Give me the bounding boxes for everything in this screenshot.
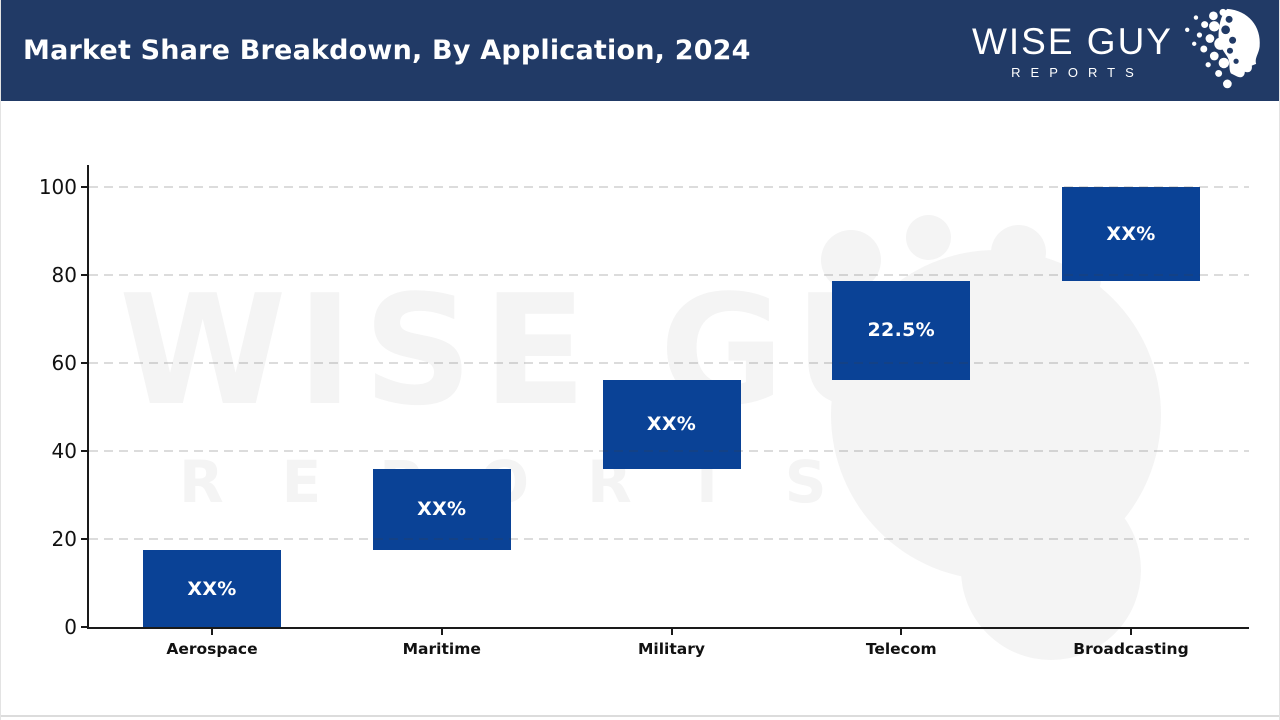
bar-telecom: 22.5%: [832, 280, 971, 380]
brand-logo: WISE GUY REPORTS: [972, 4, 1271, 98]
y-tick-mark-0: [81, 626, 89, 628]
x-label-telecom: Telecom: [865, 640, 937, 658]
bar-value-label-broadcasting: XX%: [1106, 222, 1156, 245]
watermark-subtitle: REPORTS: [179, 448, 885, 516]
bottom-rule: [1, 715, 1279, 717]
y-tick-mark-20: [81, 538, 89, 540]
bar-broadcasting: XX%: [1062, 187, 1200, 281]
header-bar: Market Share Breakdown, By Application, …: [1, 0, 1279, 101]
watermark-dot: [991, 225, 1046, 280]
y-tick-label-20: 20: [51, 527, 77, 551]
x-label-broadcasting: Broadcasting: [1073, 640, 1189, 658]
x-tick-mark-broadcasting: [1130, 627, 1132, 635]
y-tick-mark-80: [81, 274, 89, 276]
bar-value-label-maritime: XX%: [417, 498, 467, 521]
y-axis-spine: [87, 165, 89, 629]
watermark-dot: [986, 440, 1056, 510]
y-tick-mark-40: [81, 450, 89, 452]
y-tick-label-60: 60: [51, 351, 77, 375]
bar-aerospace: XX%: [143, 550, 281, 627]
x-tick-mark-aerospace: [211, 627, 213, 635]
y-tick-label-0: 0: [64, 615, 77, 639]
brand-wordmark: WISE GUY: [971, 20, 1173, 62]
bar-military: XX%: [602, 379, 741, 469]
bar-value-label-telecom: 22.5%: [867, 319, 935, 341]
x-tick-mark-maritime: [440, 627, 443, 635]
y-tick-label-100: 100: [38, 175, 77, 199]
y-tick-label-80: 80: [51, 263, 77, 287]
watermark-dot: [906, 215, 951, 260]
x-label-maritime: Maritime: [402, 640, 481, 658]
bar-value-label-military: XX%: [646, 413, 697, 436]
bar-value-label-aerospace: XX%: [187, 577, 237, 600]
page-title: Market Share Breakdown, By Application, …: [23, 35, 751, 66]
bar-maritime: XX%: [372, 468, 511, 550]
watermark-head-blob: [961, 480, 1141, 660]
watermark-dot: [821, 230, 881, 290]
brand-logo-text: WISE GUY REPORTS: [972, 23, 1173, 79]
y-tick-mark-100: [81, 186, 89, 188]
x-tick-mark-military: [670, 627, 673, 635]
dotted-head-logo-icon: [1175, 4, 1271, 98]
y-tick-mark-60: [81, 362, 89, 364]
x-axis-spine: [87, 627, 1249, 629]
x-label-military: Military: [638, 640, 705, 658]
y-tick-label-40: 40: [51, 439, 77, 463]
x-label-aerospace: Aerospace: [166, 640, 258, 658]
brand-subtitle: REPORTS: [1011, 64, 1144, 80]
x-tick-mark-telecom: [900, 627, 903, 635]
